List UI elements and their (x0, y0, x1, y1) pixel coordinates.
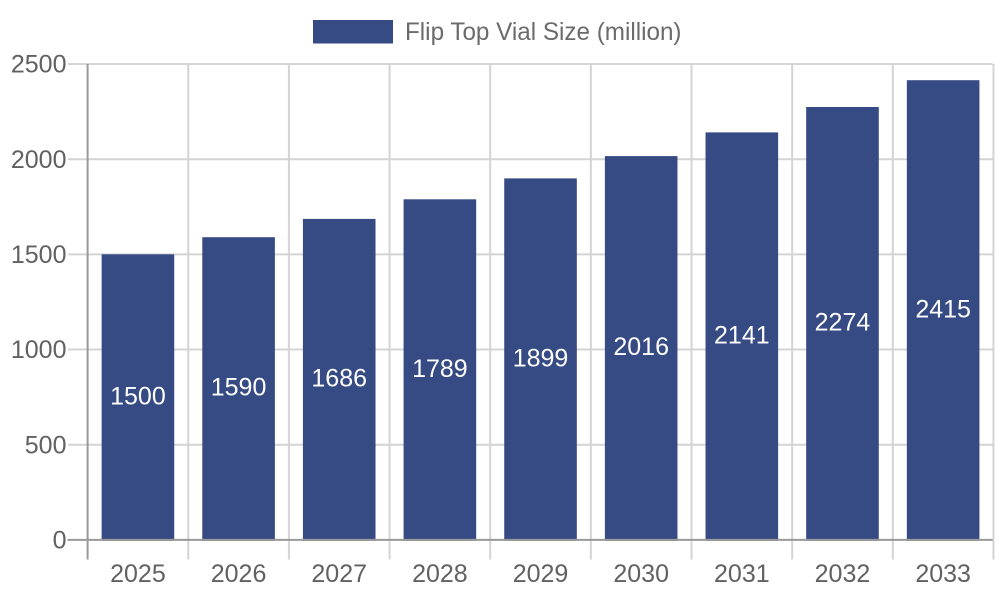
svg-text:2141: 2141 (714, 321, 770, 349)
svg-text:2415: 2415 (915, 295, 971, 323)
svg-text:2026: 2026 (211, 560, 267, 588)
svg-text:1000: 1000 (11, 336, 67, 364)
svg-text:500: 500 (25, 431, 67, 459)
svg-text:2033: 2033 (915, 560, 971, 588)
svg-text:2274: 2274 (815, 309, 871, 337)
svg-text:2032: 2032 (815, 560, 871, 588)
svg-text:2031: 2031 (714, 560, 770, 588)
svg-text:2016: 2016 (613, 333, 669, 361)
svg-text:2025: 2025 (110, 560, 166, 588)
svg-text:2000: 2000 (11, 146, 67, 174)
svg-text:1686: 1686 (311, 365, 367, 393)
svg-text:1500: 1500 (110, 382, 166, 410)
svg-text:2030: 2030 (613, 560, 669, 588)
svg-text:2029: 2029 (513, 560, 569, 588)
svg-text:2500: 2500 (11, 51, 67, 79)
svg-text:1590: 1590 (211, 374, 267, 402)
svg-text:0: 0 (53, 526, 67, 554)
svg-text:Flip Top Vial Size (million): Flip Top Vial Size (million) (405, 18, 682, 46)
svg-text:1789: 1789 (412, 355, 468, 383)
svg-text:1500: 1500 (11, 241, 67, 269)
svg-text:2028: 2028 (412, 560, 468, 588)
svg-text:1899: 1899 (513, 344, 569, 372)
svg-text:2027: 2027 (311, 560, 367, 588)
